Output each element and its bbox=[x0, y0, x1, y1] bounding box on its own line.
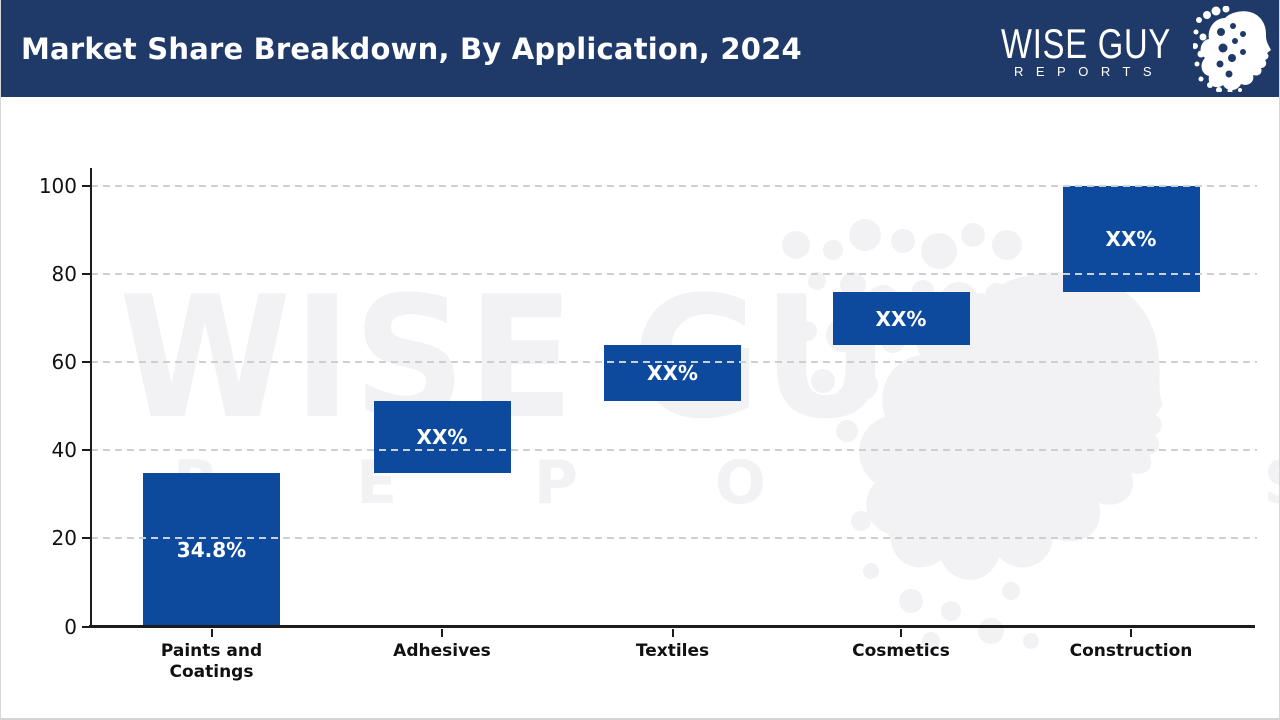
bar-value-label: XX% bbox=[416, 425, 468, 450]
y-tick-mark bbox=[82, 625, 91, 628]
x-tick-mark bbox=[441, 629, 443, 637]
bar-paints-and-coatings: 34.8% bbox=[143, 473, 280, 627]
gridline-80 bbox=[91, 273, 1257, 276]
bar-value-label: XX% bbox=[1105, 226, 1157, 251]
gridline-60 bbox=[91, 361, 1257, 364]
y-tick-label: 60 bbox=[51, 350, 77, 375]
y-tick-mark bbox=[82, 273, 91, 276]
y-tick-label: 20 bbox=[51, 526, 77, 551]
bar-textiles: XX% bbox=[604, 345, 741, 401]
y-tick-label: 40 bbox=[51, 438, 77, 463]
logo-face-icon bbox=[1193, 6, 1271, 92]
x-tick-mark bbox=[900, 629, 902, 637]
y-tick-mark bbox=[82, 449, 91, 452]
y-tick-label: 100 bbox=[38, 174, 77, 198]
logo-subtitle: REPORTS bbox=[1014, 64, 1165, 79]
bar-value-label: 34.8% bbox=[176, 537, 247, 562]
bar-construction: XX% bbox=[1062, 186, 1200, 292]
x-category-label: Cosmetics bbox=[852, 641, 950, 661]
bar-value-label: XX% bbox=[647, 361, 698, 386]
y-tick-mark bbox=[82, 185, 91, 187]
gridline-20 bbox=[91, 537, 1257, 540]
y-axis-line bbox=[90, 168, 92, 628]
x-axis-line bbox=[89, 625, 1255, 628]
logo-wordmark: WISE GUY bbox=[1001, 20, 1172, 67]
y-tick-mark bbox=[82, 361, 91, 364]
x-category-label: Adhesives bbox=[393, 641, 491, 661]
brand-logo: WISE GUY REPORTS bbox=[1001, 0, 1271, 97]
y-tick-label: 80 bbox=[51, 262, 77, 287]
bar-value-label: XX% bbox=[875, 306, 927, 331]
x-tick-mark bbox=[671, 629, 674, 637]
bar-cosmetics: XX% bbox=[832, 291, 970, 346]
x-tick-mark bbox=[1130, 629, 1132, 637]
x-tick-mark bbox=[210, 629, 213, 637]
chart-title: Market Share Breakdown, By Application, … bbox=[21, 31, 802, 66]
gridline-100 bbox=[91, 185, 1257, 187]
header-bar: Market Share Breakdown, By Application, … bbox=[1, 0, 1279, 97]
gridline-40 bbox=[91, 449, 1257, 452]
y-tick-label: 0 bbox=[64, 614, 77, 639]
x-category-label: Construction bbox=[1069, 641, 1193, 661]
y-tick-mark bbox=[82, 537, 91, 540]
x-category-label: Paints and Coatings bbox=[160, 641, 263, 682]
bar-adhesives: XX% bbox=[373, 400, 511, 474]
x-category-label: Textiles bbox=[635, 641, 710, 661]
